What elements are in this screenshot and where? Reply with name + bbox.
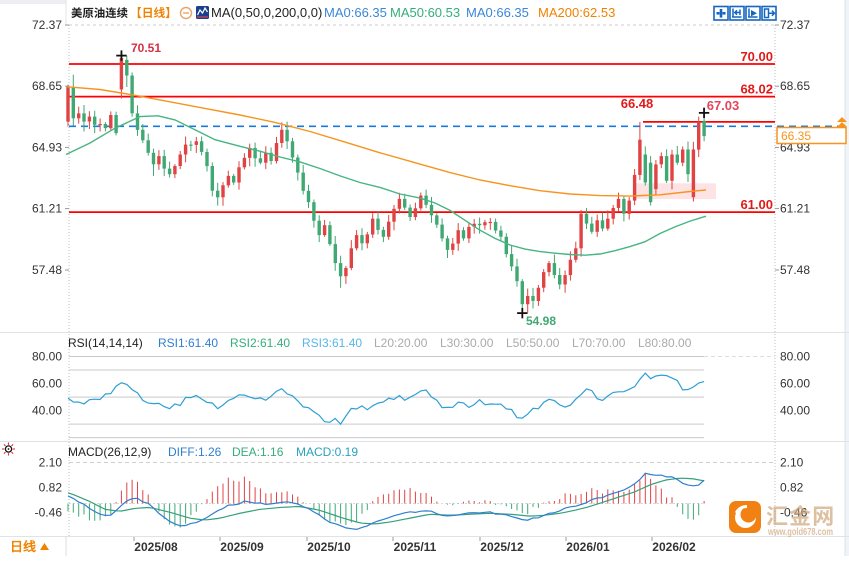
- svg-text:RSI1:61.40: RSI1:61.40: [158, 336, 218, 350]
- svg-text:40.00: 40.00: [780, 404, 810, 418]
- svg-text:www.gold678.com: www.gold678.com: [767, 527, 833, 538]
- svg-text:L80:80.00: L80:80.00: [638, 336, 692, 350]
- svg-text:64.93: 64.93: [32, 140, 62, 154]
- svg-text:L30:30.00: L30:30.00: [440, 336, 494, 350]
- svg-text:日线: 日线: [10, 539, 37, 554]
- svg-text:70.00: 70.00: [740, 49, 773, 64]
- svg-text:2025/09: 2025/09: [220, 540, 264, 554]
- svg-text:L20:20.00: L20:20.00: [374, 336, 428, 350]
- svg-text:68.65: 68.65: [780, 79, 810, 93]
- svg-text:70.51: 70.51: [131, 41, 161, 55]
- svg-text:MA50:60.53: MA50:60.53: [390, 5, 460, 20]
- svg-text:66.48: 66.48: [621, 96, 654, 111]
- svg-text:68.02: 68.02: [740, 82, 773, 97]
- svg-text:2025/11: 2025/11: [394, 540, 437, 554]
- svg-text:68.65: 68.65: [32, 79, 62, 93]
- svg-text:MA(0,50,0,200,0,0): MA(0,50,0,200,0,0): [211, 5, 322, 20]
- svg-text:61.21: 61.21: [32, 202, 62, 216]
- svg-text:2025/12: 2025/12: [480, 540, 524, 554]
- svg-text:L70:70.00: L70:70.00: [572, 336, 626, 350]
- svg-text:72.37: 72.37: [780, 18, 810, 32]
- svg-text:61.00: 61.00: [740, 197, 773, 212]
- svg-text:80.00: 80.00: [780, 350, 810, 364]
- svg-text:L50:50.00: L50:50.00: [506, 336, 560, 350]
- svg-text:RSI3:61.40: RSI3:61.40: [302, 336, 362, 350]
- svg-text:72.37: 72.37: [32, 18, 62, 32]
- svg-text:57.48: 57.48: [32, 263, 62, 277]
- svg-text:80.00: 80.00: [32, 350, 62, 364]
- svg-text:2.10: 2.10: [39, 456, 63, 470]
- svg-text:60.00: 60.00: [780, 377, 810, 391]
- svg-text:66.35: 66.35: [781, 129, 811, 143]
- svg-text:67.03: 67.03: [707, 98, 740, 113]
- svg-text:MACD(26,12,9): MACD(26,12,9): [68, 445, 151, 459]
- svg-text:2025/08: 2025/08: [134, 540, 178, 554]
- svg-text:DIFF:1.26: DIFF:1.26: [168, 445, 222, 459]
- svg-text:MA200:62.53: MA200:62.53: [538, 5, 615, 20]
- svg-text:60.00: 60.00: [32, 377, 62, 391]
- svg-text:54.98: 54.98: [526, 314, 556, 328]
- svg-text:61.21: 61.21: [780, 202, 810, 216]
- svg-text:0.82: 0.82: [39, 481, 63, 495]
- svg-text:2025/10: 2025/10: [307, 540, 351, 554]
- svg-text:MA0:66.35: MA0:66.35: [466, 5, 529, 20]
- svg-text:57.48: 57.48: [780, 263, 810, 277]
- svg-text:2026/02: 2026/02: [652, 540, 696, 554]
- svg-text:2.10: 2.10: [780, 456, 804, 470]
- svg-text:RSI(14,14,14): RSI(14,14,14): [68, 336, 143, 350]
- svg-text:0.82: 0.82: [780, 481, 804, 495]
- svg-text:-0.46: -0.46: [35, 506, 63, 520]
- svg-text:DEA:1.16: DEA:1.16: [232, 445, 284, 459]
- svg-text:MACD:0.19: MACD:0.19: [296, 445, 358, 459]
- svg-text:40.00: 40.00: [32, 404, 62, 418]
- svg-text:MA0:66.35: MA0:66.35: [324, 5, 387, 20]
- svg-text:2026/01: 2026/01: [566, 540, 610, 554]
- svg-text:RSI2:61.40: RSI2:61.40: [230, 336, 290, 350]
